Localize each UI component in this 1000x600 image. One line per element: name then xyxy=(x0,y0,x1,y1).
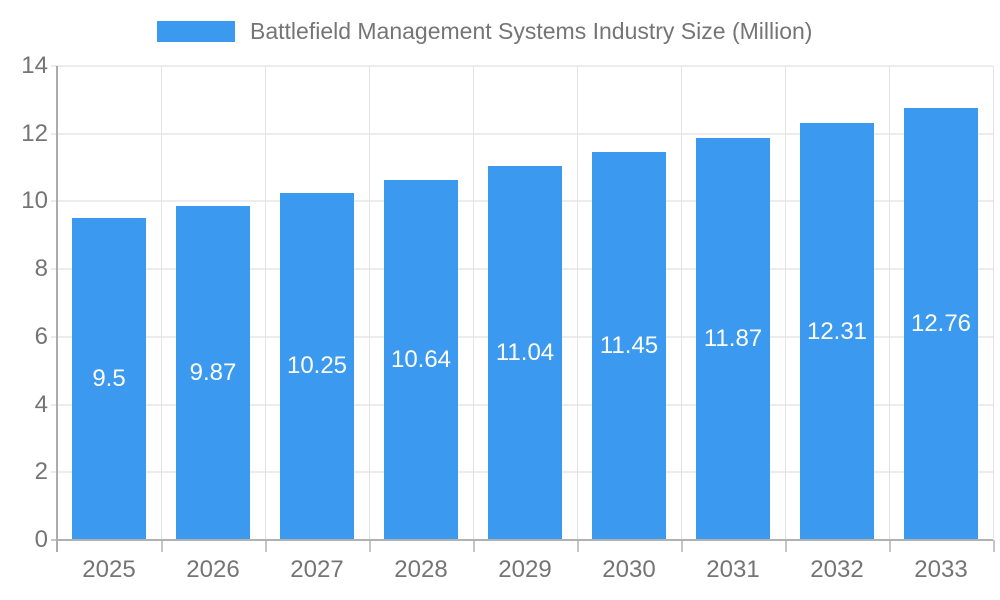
x-tick-label: 2027 xyxy=(290,556,344,583)
legend-label: Battlefield Management Systems Industry … xyxy=(250,18,813,44)
x-tick-label: 2026 xyxy=(186,556,240,583)
vertical-gridline xyxy=(369,66,370,540)
x-axis-tick xyxy=(785,540,787,552)
x-axis-tick xyxy=(681,540,683,552)
vertical-gridline xyxy=(161,66,162,540)
x-axis-tick xyxy=(993,540,995,552)
vertical-gridline xyxy=(785,66,786,540)
x-tick-label: 2032 xyxy=(810,556,864,583)
x-tick-label: 2029 xyxy=(498,556,552,583)
x-axis-tick xyxy=(161,540,163,552)
vertical-gridline xyxy=(993,66,994,540)
bar[interactable] xyxy=(176,205,250,539)
x-tick-label: 2031 xyxy=(706,556,760,583)
x-tick-label: 2025 xyxy=(82,556,136,583)
x-axis-tick xyxy=(577,540,579,552)
y-tick-label: 8 xyxy=(34,255,48,283)
legend-swatch xyxy=(157,21,235,42)
y-tick-label: 4 xyxy=(34,390,48,418)
bar[interactable] xyxy=(592,152,666,539)
bar[interactable] xyxy=(696,138,770,539)
bar[interactable] xyxy=(904,107,978,539)
x-tick-label: 2030 xyxy=(602,556,656,583)
y-tick-label: 14 xyxy=(21,52,48,79)
bar[interactable] xyxy=(488,166,562,539)
x-axis-tick xyxy=(889,540,891,552)
x-axis-line xyxy=(57,539,993,541)
vertical-gridline xyxy=(577,66,578,540)
y-tick-label: 2 xyxy=(34,458,48,486)
bar[interactable] xyxy=(72,218,146,539)
horizontal-gridline xyxy=(51,132,993,135)
vertical-gridline xyxy=(889,66,890,540)
bar[interactable] xyxy=(384,179,458,539)
x-axis-tick xyxy=(473,540,475,552)
vertical-gridline xyxy=(473,66,474,540)
y-tick-label: 0 xyxy=(34,526,48,553)
chart-legend[interactable]: Battlefield Management Systems Industry … xyxy=(157,18,812,45)
x-tick-label: 2033 xyxy=(914,556,968,583)
y-axis-zero-tick xyxy=(51,539,57,541)
y-tick-label: 12 xyxy=(21,119,48,147)
y-tick-label: 6 xyxy=(34,322,48,350)
x-axis-tick xyxy=(265,540,267,552)
bar[interactable] xyxy=(800,123,874,539)
horizontal-gridline xyxy=(51,65,993,67)
x-tick-label: 2028 xyxy=(394,556,448,583)
x-axis-tick xyxy=(369,540,371,552)
bar[interactable] xyxy=(280,192,354,539)
y-tick-label: 10 xyxy=(21,187,48,215)
vertical-gridline xyxy=(681,66,682,540)
vertical-gridline xyxy=(265,66,266,540)
y-axis-line xyxy=(56,66,58,552)
